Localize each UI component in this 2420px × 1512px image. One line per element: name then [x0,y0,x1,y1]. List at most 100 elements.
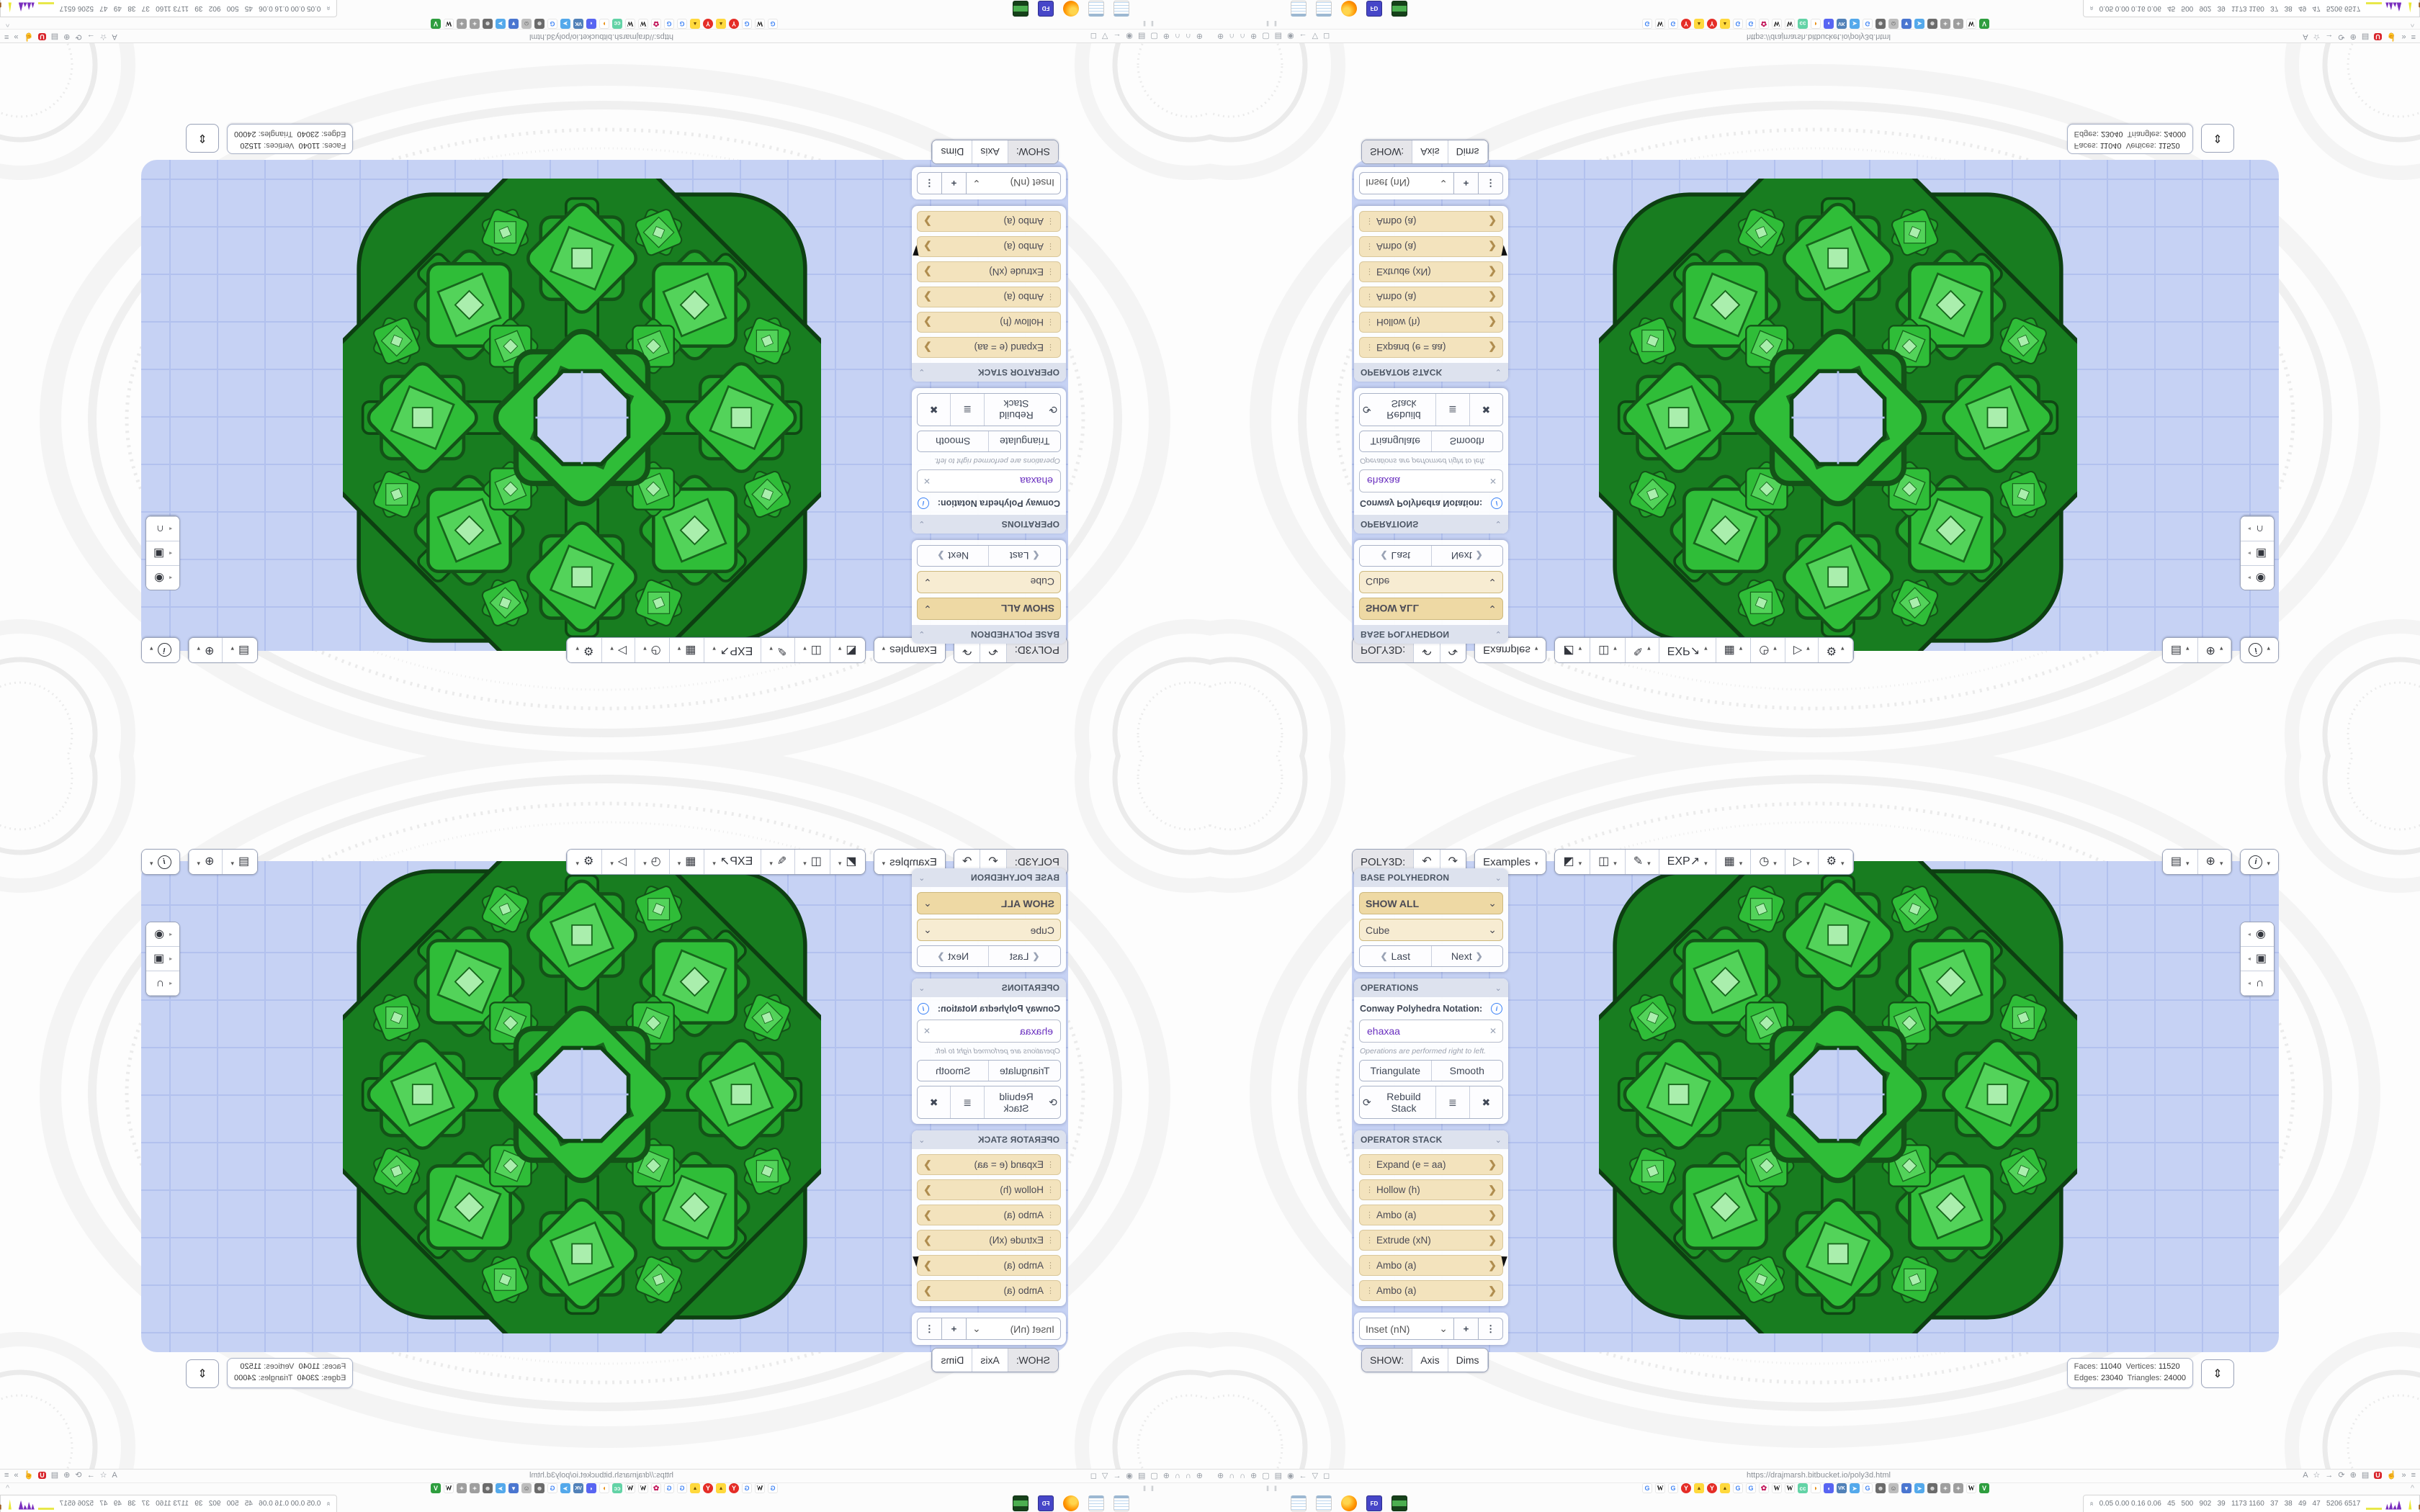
operator-row[interactable]: ⋮ Extrude (xN) ❯ [1359,261,1503,282]
ublock-shield-icon[interactable]: U [2374,33,2382,41]
translate-icon[interactable]: A [2303,32,2308,42]
bookmark-favicon[interactable]: G [768,1483,778,1493]
forward-arrow-icon[interactable]: → [86,1470,95,1480]
cube-display-icon[interactable]: ◫ ▾ [1590,850,1626,874]
info-icon[interactable]: i [918,1003,929,1014]
paint-icon[interactable]: ◩ ▾ [829,850,865,874]
bookmark-favicon[interactable]: ➤ [496,1483,506,1493]
bookmark-favicon[interactable]: ▼ [508,1483,519,1493]
panel-toggle-icon[interactable]: ◂ ▣ [2240,541,2274,565]
thumb-icon[interactable]: ☝ [2386,1471,2397,1480]
trash-icon[interactable]: ▤ [1137,1471,1146,1480]
report-clock-icon[interactable]: ▤ ▾ [2162,638,2198,662]
operator-row[interactable]: ⋮ Hollow (h) ❯ [917,1179,1061,1200]
bookmark-favicon[interactable]: VK [1837,1483,1847,1493]
bookmark-favicon[interactable]: W [625,19,635,29]
bookmark-favicon[interactable]: V [431,1483,441,1493]
export-icon[interactable]: EXP↗ ▾ [704,638,761,662]
launcher-icon[interactable] [1291,1,1307,17]
bookmark-favicon[interactable]: G [1642,19,1652,29]
clock-icon[interactable]: ◷ ▾ [635,850,669,874]
globe-icon[interactable]: ⊕ [1250,32,1258,41]
bookmark-favicon[interactable]: ✿ [1759,1483,1769,1493]
ublock-shield-icon[interactable]: U [2374,1471,2382,1479]
axis-toggle[interactable]: Axis [1412,1349,1448,1372]
bookmark-favicon[interactable]: ➤ [560,1483,570,1493]
launcher-icon[interactable] [1088,1,1104,17]
bookmark-star-icon[interactable]: ☆ [2313,32,2321,41]
bookmark-favicon[interactable]: V [1979,1483,1989,1493]
play-icon[interactable]: ▷ ▾ [1785,638,1819,662]
launcher-icon[interactable] [1341,1495,1357,1511]
bookmark-favicon[interactable]: ➤ [1914,1483,1924,1493]
reload-icon[interactable]: ⟳ [2338,1471,2345,1480]
settings-gear-icon[interactable]: ⚙ ▾ [567,638,602,662]
bookmark-favicon[interactable]: ◖ [1824,19,1834,29]
drag-grip-icon[interactable]: ⋮ [1366,1161,1373,1169]
edit-lines-icon[interactable]: ✎ ▾ [761,638,795,662]
shield-icon[interactable]: ▽ [1101,1471,1108,1480]
notation-input[interactable] [958,474,1054,487]
bookmark-favicon[interactable]: G [1746,19,1756,29]
play-icon[interactable]: ▷ ▾ [1785,850,1819,874]
cube-display-icon[interactable]: ◫ ▾ [794,638,830,662]
last-button[interactable]: ❮ Last [988,546,1060,566]
bookmark-favicon[interactable]: G [1668,19,1678,29]
section-header[interactable]: OPERATIONS ⌄ [1354,515,1508,534]
globe-icon[interactable]: ⊕ [1196,32,1203,41]
menu-icon[interactable]: ≡ [4,32,9,42]
bookmark-favicon[interactable]: ☻ [1927,19,1937,29]
add-operator-select[interactable]: Inset (nN) ⌄ [1359,1318,1454,1340]
drag-grip-icon[interactable]: ⋮ [1047,1186,1054,1194]
bookmark-favicon[interactable]: G [547,1483,557,1493]
globe-icon[interactable]: ⊕ [1162,32,1170,41]
trash-icon[interactable]: ▤ [2361,32,2370,41]
launcher-icon[interactable] [1063,1495,1079,1511]
bookmark-favicon[interactable]: VK [573,1483,583,1493]
smooth-button[interactable]: Smooth [918,431,989,451]
rebuild-stack-button[interactable]: ⟳ Rebuild Stack [983,394,1060,426]
bookmark-favicon[interactable]: ◖ [1824,1483,1834,1493]
bookmark-favicon[interactable]: VK [573,19,583,29]
bookmark-favicon[interactable]: ✦ [470,1483,480,1493]
bookmark-favicon[interactable]: W [625,1483,635,1493]
section-header[interactable]: OPERATIONS ⌄ [1354,978,1508,997]
clock-icon[interactable]: ◷ ▾ [1751,850,1785,874]
menu-icon[interactable]: ≡ [4,1470,9,1480]
dims-toggle[interactable]: Dims [932,1349,972,1372]
headset-icon[interactable]: ∩ [1185,1471,1191,1480]
operator-row[interactable]: ⋮ Ambo (a) ❯ [1359,287,1503,307]
info-button[interactable]: i ▾ [142,850,179,874]
launcher-icon[interactable] [1013,1,1028,17]
globe-icon[interactable]: ⊕ ▾ [2197,638,2232,662]
drag-grip-icon[interactable]: ⋮ [1047,1211,1054,1220]
thumb-icon[interactable]: ☝ [2386,32,2397,41]
bookmark-favicon[interactable]: G [664,1483,674,1493]
show-all-select[interactable]: SHOW ALL ⌄ [1359,598,1503,620]
add-operator-button[interactable]: + [941,172,966,194]
eye-icon[interactable]: ◂ ◉ [2240,565,2274,590]
bookmark-favicon[interactable]: ▲ [1720,19,1730,29]
globe-icon[interactable]: ⊕ [2349,32,2357,41]
bookmark-favicon[interactable]: G [1733,1483,1743,1493]
show-all-select[interactable]: SHOW ALL ⌄ [1359,892,1503,914]
expander-icon[interactable]: » [2087,1501,2096,1506]
show-all-select[interactable]: SHOW ALL ⌄ [917,892,1061,914]
globe-icon[interactable]: ⊕ [2349,1471,2357,1480]
launcher-icon[interactable] [1113,1,1129,17]
paint-icon[interactable]: ◩ ▾ [829,638,865,662]
dims-toggle[interactable]: Dims [1448,1349,1488,1372]
drag-grip-icon[interactable]: ⋮ [1047,1161,1054,1169]
notation-input[interactable] [1366,474,1462,487]
axis-toggle[interactable]: Axis [1412,140,1448,163]
launcher-icon[interactable] [1341,1,1357,17]
next-button[interactable]: Next ❯ [1431,946,1502,966]
ublock-shield-icon[interactable]: U [38,1471,46,1479]
drag-grip-icon[interactable]: ⋮ [1047,292,1054,301]
section-header[interactable]: BASE POLYHEDRON ⌄ [1354,868,1508,887]
drag-grip-icon[interactable]: ⋮ [1366,217,1373,225]
add-operator-button[interactable]: + [1454,172,1479,194]
info-button[interactable]: i ▾ [2241,850,2278,874]
bookmark-favicon[interactable]: G [547,19,557,29]
last-button[interactable]: ❮ Last [1360,946,1432,966]
